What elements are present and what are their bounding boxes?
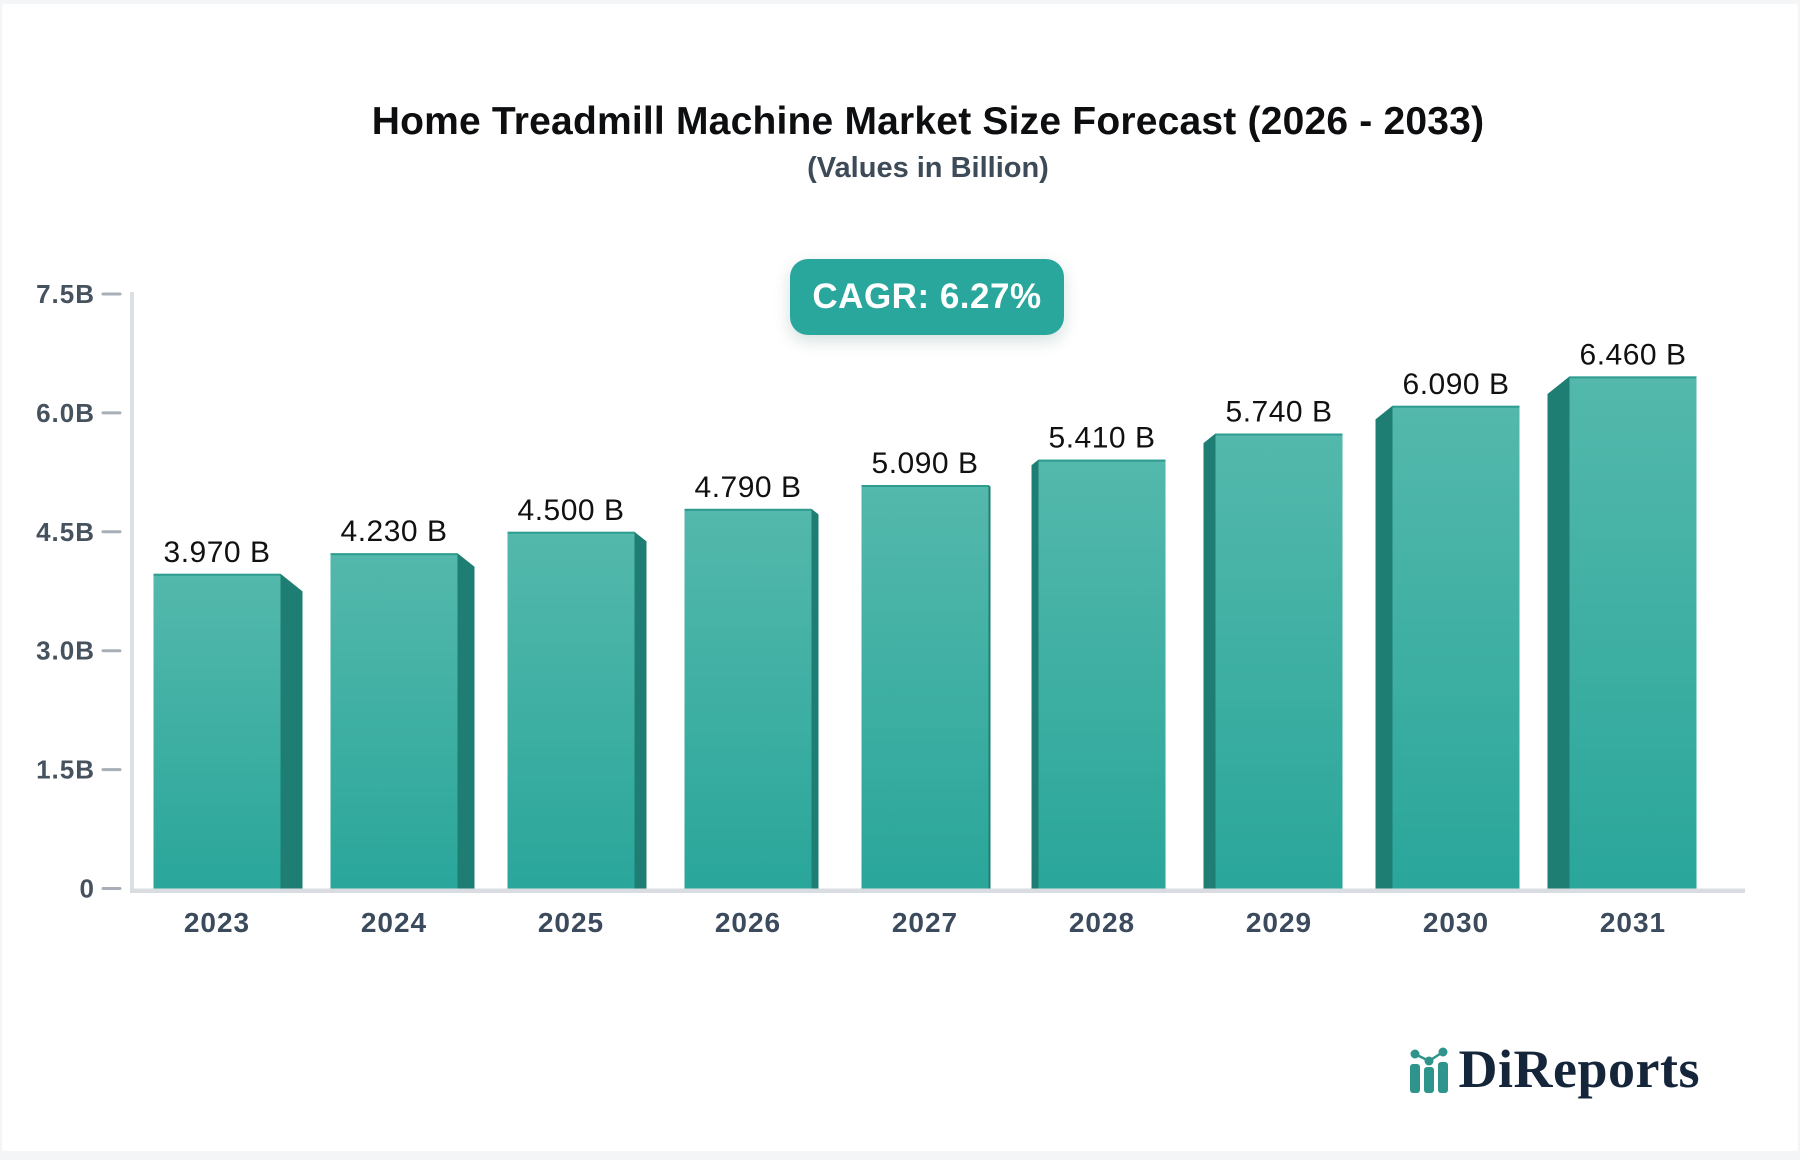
bar-2031 (1569, 376, 1697, 889)
bar-2026 (684, 508, 812, 889)
x-tick-label: 2024 (361, 907, 427, 938)
chart-card: Home Treadmill Machine Market Size Forec… (2, 4, 1798, 1151)
bar-side-3d (811, 508, 819, 889)
bar-value-label: 5.410 B (1049, 422, 1156, 455)
y-tick-label: 7.5B (36, 279, 95, 309)
y-tick-label: 0 (80, 874, 95, 904)
cagr-badge: CAGR: 6.27% (790, 259, 1064, 335)
x-tick-label: 2029 (1246, 907, 1312, 938)
bar-side-3d (1375, 405, 1393, 889)
bar-side-3d (1203, 433, 1216, 889)
bar-value-label: 5.740 B (1226, 396, 1333, 429)
bar-side-3d (1547, 376, 1570, 889)
x-tick-label: 2023 (184, 907, 250, 938)
bar-chart: 0 1.5B 3.0B 4.5B 6.0B 7.5B 3.970 B 2023 4.230 B 2… (36, 279, 1745, 938)
y-tick-label: 1.5B (36, 755, 95, 785)
bar-value-label: 5.090 B (872, 447, 979, 480)
x-tick-label: 2025 (538, 907, 604, 938)
bar-side-3d (1031, 459, 1039, 889)
bar-2025 (507, 531, 635, 889)
bar-side-3d (457, 553, 475, 889)
bar-value-label: 4.500 B (518, 494, 625, 527)
x-tick-label: 2031 (1600, 907, 1666, 938)
y-tick-label: 3.0B (36, 636, 95, 666)
y-tick-label: 4.5B (36, 517, 95, 547)
direports-logo-text: DiReports (1458, 1039, 1700, 1099)
bar-2023 (153, 573, 281, 889)
direports-logo: DiReports (1408, 1042, 1700, 1099)
x-tick-label: 2027 (892, 907, 958, 938)
bar-value-label: 4.790 B (695, 471, 802, 504)
bar-2030 (1392, 405, 1520, 889)
bar-2024 (330, 553, 458, 889)
x-tick-label: 2028 (1069, 907, 1135, 938)
x-tick-label: 2026 (715, 907, 781, 938)
bar-2028 (1038, 459, 1166, 889)
cagr-badge-label: CAGR: 6.27% (812, 277, 1042, 316)
bar-2027 (861, 485, 989, 889)
bar-side-3d (280, 573, 303, 889)
bar-value-label: 6.460 B (1580, 338, 1687, 371)
y-tick-label: 6.0B (36, 398, 95, 428)
bar-value-label: 4.230 B (341, 515, 448, 548)
bar-side-3d (988, 485, 991, 889)
x-tick-label: 2030 (1423, 907, 1489, 938)
bar-side-3d (634, 531, 647, 889)
bar-value-label: 6.090 B (1403, 368, 1510, 401)
bar-value-label: 3.970 B (164, 536, 271, 569)
bar-line-chart-icon (1409, 1047, 1448, 1093)
bar-2029 (1215, 433, 1343, 889)
